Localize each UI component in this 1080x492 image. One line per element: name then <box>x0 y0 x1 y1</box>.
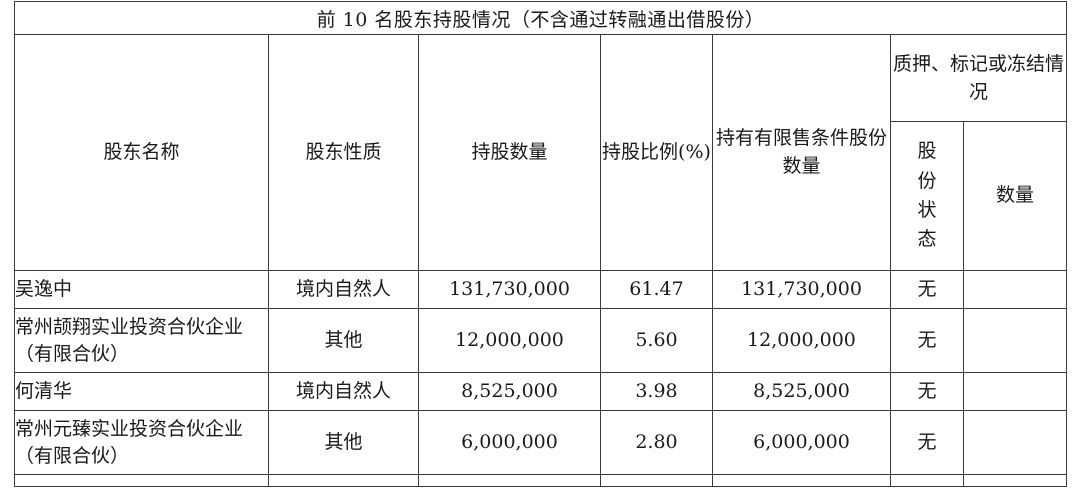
table-row: 常州颉翔实业投资合伙企业（有限合伙） 其他 12,000,000 5.60 12… <box>14 308 1067 373</box>
share-status-char: 份 <box>917 169 937 192</box>
header-row-sub: 股 份 状 态 数量 <box>15 121 1067 271</box>
cell-share-status <box>890 474 964 487</box>
cell-holding-ratio: 5.60 <box>600 308 713 373</box>
cell-quantity <box>963 410 1067 475</box>
table-row-truncated <box>14 474 1067 487</box>
column-header-share-status: 股 份 状 态 <box>890 121 964 271</box>
share-status-char: 态 <box>917 228 937 251</box>
column-header-shares-held: 持股数量 <box>418 34 601 271</box>
cell-holding-ratio: 3.98 <box>600 372 713 411</box>
cell-share-status: 无 <box>890 410 964 475</box>
table-title-row: 前 10 名股东持股情况（不含通过转融通出借股份） <box>14 1 1067 35</box>
cell-quantity <box>963 270 1067 309</box>
cell-holding-ratio: 61.47 <box>600 270 713 309</box>
table-title: 前 10 名股东持股情况（不含通过转融通出借股份） <box>14 1 1067 35</box>
cell-shareholder-name: 常州元臻实业投资合伙企业（有限合伙） <box>14 410 269 475</box>
cell-shares-held: 131,730,000 <box>418 270 601 309</box>
cell-share-status: 无 <box>890 372 964 411</box>
cell-share-status: 无 <box>890 308 964 373</box>
table-row: 常州元臻实业投资合伙企业（有限合伙） 其他 6,000,000 2.80 6,0… <box>14 410 1067 475</box>
header-row-top: 股东名称 股东性质 持股数量 持股比例(%) 持有有限售条件股份数量 质押、标记… <box>14 34 1067 271</box>
cell-shareholder-name: 常州颉翔实业投资合伙企业（有限合伙） <box>14 308 269 373</box>
cell-holding-ratio: 2.80 <box>600 410 713 475</box>
cell-shareholder-nature <box>268 474 419 487</box>
cell-restricted-shares <box>712 474 891 487</box>
cell-shares-held: 6,000,000 <box>418 410 601 475</box>
cell-shareholder-nature: 境内自然人 <box>268 270 419 309</box>
cell-shareholder-nature: 其他 <box>268 308 419 373</box>
cell-share-status: 无 <box>890 270 964 309</box>
table-row: 吴逸中 境内自然人 131,730,000 61.47 131,730,000 … <box>14 270 1067 309</box>
cell-shareholder-name <box>14 474 269 487</box>
cell-restricted-shares: 8,525,000 <box>712 372 891 411</box>
cell-shareholder-name: 吴逸中 <box>14 270 269 309</box>
cell-restricted-shares: 131,730,000 <box>712 270 891 309</box>
cell-restricted-shares: 6,000,000 <box>712 410 891 475</box>
cell-quantity <box>963 372 1067 411</box>
column-header-restricted-shares: 持有有限售条件股份数量 <box>712 34 891 271</box>
cell-shares-held: 8,525,000 <box>418 372 601 411</box>
cell-restricted-shares: 12,000,000 <box>712 308 891 373</box>
cell-shareholder-nature: 其他 <box>268 410 419 475</box>
cell-shareholder-nature: 境内自然人 <box>268 372 419 411</box>
cell-quantity <box>963 474 1067 487</box>
share-status-char: 状 <box>917 199 937 221</box>
cell-holding-ratio <box>600 474 713 487</box>
cell-shares-held: 12,000,000 <box>418 308 601 373</box>
share-status-char: 股 <box>917 140 937 163</box>
shareholding-table: 前 10 名股东持股情况（不含通过转融通出借股份） 股东名称 股东性质 持股数量… <box>14 1 1067 487</box>
cell-shares-held <box>418 474 601 487</box>
cell-shareholder-name: 何清华 <box>14 372 269 411</box>
column-header-shareholder-name: 股东名称 <box>14 34 269 271</box>
column-header-quantity: 数量 <box>963 121 1067 271</box>
column-header-holding-ratio: 持股比例(%) <box>600 34 713 271</box>
column-header-pledge-group: 质押、标记或冻结情况 <box>890 34 1067 122</box>
table-row: 何清华 境内自然人 8,525,000 3.98 8,525,000 无 <box>14 372 1067 411</box>
cell-quantity <box>963 308 1067 373</box>
column-header-shareholder-nature: 股东性质 <box>268 34 419 271</box>
